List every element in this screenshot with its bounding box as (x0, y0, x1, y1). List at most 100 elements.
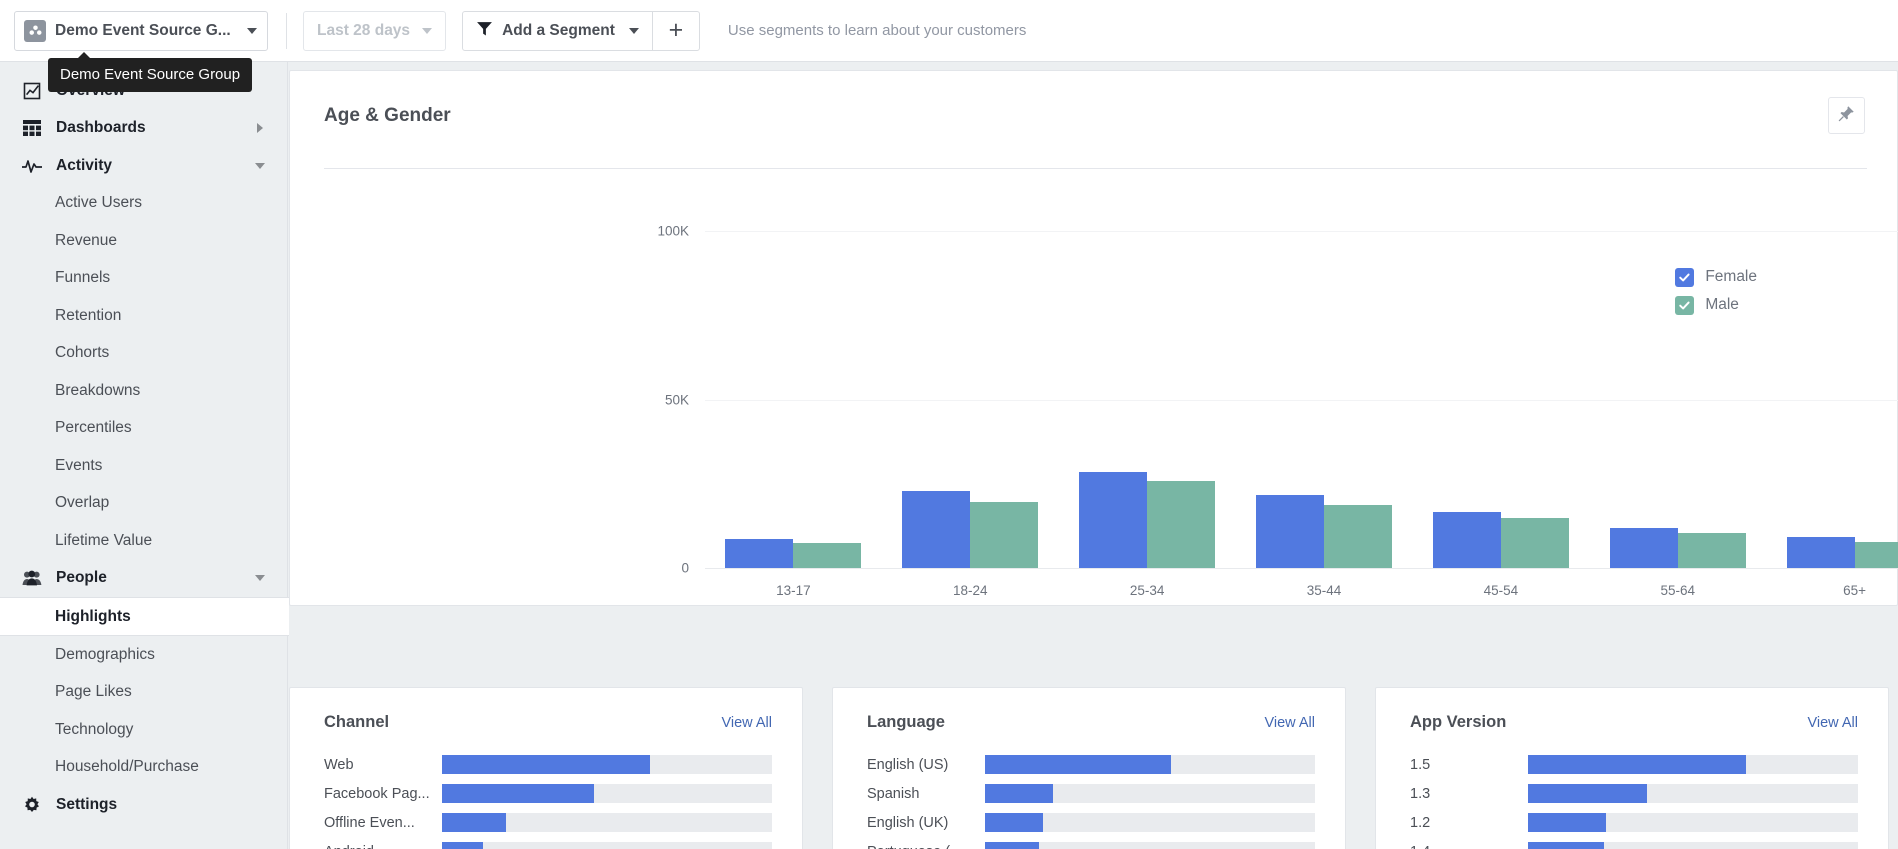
chart-legend: Female Male (1675, 263, 1757, 319)
sidebar-item-settings[interactable]: Settings (0, 786, 287, 824)
sidebar-item-percentiles[interactable]: Percentiles (0, 410, 287, 448)
row-bar-track (442, 813, 772, 832)
sidebar-item-demographics[interactable]: Demographics (0, 636, 287, 674)
row-bar-track (442, 784, 772, 803)
account-tooltip-text: Demo Event Source Group (60, 66, 241, 83)
sidebar-item-label: Activity (56, 156, 112, 174)
view-all-link[interactable]: View All (721, 715, 772, 731)
sidebar-item-cohorts[interactable]: Cohorts (0, 335, 287, 373)
sidebar-item-label: Breakdowns (55, 381, 141, 399)
chart-bar-male-25-34[interactable] (1147, 481, 1216, 568)
people-icon (19, 570, 45, 586)
row-bar-fill (442, 813, 507, 832)
panel-rows: 1.51.31.21.41.6 (1410, 750, 1858, 849)
sidebar-item-events[interactable]: Events (0, 447, 287, 485)
account-selector[interactable]: Demo Event Source G... (14, 10, 268, 51)
chart-bar-male-18-24[interactable] (970, 501, 1039, 568)
view-all-link[interactable]: View All (1264, 715, 1315, 731)
sidebar-item-active-users[interactable]: Active Users (0, 185, 287, 223)
gear-icon (19, 796, 45, 814)
sidebar-item-retention[interactable]: Retention (0, 297, 287, 335)
chevron-right-icon[interactable] (257, 123, 263, 134)
sidebar-item-label: Settings (56, 795, 118, 813)
row-bar-fill (442, 842, 484, 849)
sidebar-item-breakdowns[interactable]: Breakdowns (0, 372, 287, 410)
chart-bar-group: 45-54 (1412, 231, 1589, 598)
chart-bar-male-35-44[interactable] (1324, 504, 1392, 568)
row-bar-fill (1528, 813, 1606, 832)
legend-label: Male (1705, 296, 1739, 313)
date-range-picker[interactable]: Last 28 days (303, 10, 447, 51)
chevron-down-icon (628, 27, 639, 34)
account-name: Demo Event Source G... (55, 21, 231, 39)
list-item[interactable]: 1.5 (1410, 750, 1858, 779)
legend-checkbox-male[interactable] (1675, 295, 1695, 315)
sidebar-item-page-likes[interactable]: Page Likes (0, 674, 287, 712)
list-item[interactable]: 1.3 (1410, 779, 1858, 808)
row-label: Web (324, 756, 354, 773)
sidebar-item-label: Dashboards (56, 119, 146, 137)
chevron-down-icon[interactable] (255, 575, 265, 582)
sidebar-item-dashboards[interactable]: Dashboards (0, 110, 287, 148)
legend-item-female[interactable]: Female (1675, 263, 1757, 291)
legend-checkbox-female[interactable] (1675, 267, 1695, 287)
view-all-link[interactable]: View All (1807, 715, 1858, 731)
add-segment-plus-button[interactable]: + (651, 11, 699, 50)
chart-bar-female-18-24[interactable] (902, 490, 971, 568)
chart-bar-male-13-17[interactable] (793, 543, 862, 568)
chart-bar-female-35-44[interactable] (1256, 495, 1324, 568)
row-bar-track (442, 755, 772, 774)
chart-bar-male-55-64[interactable] (1677, 532, 1746, 568)
row-label: Portuguese (... (867, 844, 985, 849)
row-label: 1.3 (1410, 785, 1431, 802)
list-item[interactable]: 1.4 (1410, 837, 1858, 849)
sidebar-item-label: Active Users (55, 194, 142, 212)
date-range-label: Last 28 days (317, 21, 411, 39)
sidebar-item-activity[interactable]: Activity (0, 147, 287, 185)
list-item[interactable]: Offline Even... (324, 808, 772, 837)
chart-gridline (705, 231, 1898, 232)
list-item[interactable]: Portuguese (... (867, 837, 1315, 849)
chart-bar-female-25-34[interactable] (1079, 471, 1148, 568)
chart-bar-female-65+[interactable] (1786, 537, 1855, 568)
row-label: 1.2 (1410, 814, 1431, 831)
x-axis-tick-label: 65+ (1843, 583, 1867, 598)
sidebar-item-revenue[interactable]: Revenue (0, 222, 287, 260)
list-item[interactable]: English (US) (867, 750, 1315, 779)
chart-bar-female-13-17[interactable] (725, 538, 794, 568)
list-item[interactable]: Android (324, 837, 772, 849)
list-item[interactable]: English (UK) (867, 808, 1315, 837)
chart-bar-female-55-64[interactable] (1609, 527, 1678, 568)
sidebar-item-people[interactable]: People (0, 560, 287, 598)
chart-bar-group: 55-64 (1589, 231, 1766, 598)
chart-bar-male-45-54[interactable] (1500, 518, 1569, 568)
list-item[interactable]: 1.2 (1410, 808, 1858, 837)
channel-panel: Channel View All Web Facebook Pag... Offline… (289, 687, 803, 849)
list-item[interactable]: Spanish (867, 779, 1315, 808)
top-toolbar: Demo Event Source G... Last 28 days Add … (0, 0, 1898, 62)
chevron-down-icon[interactable] (255, 162, 265, 169)
segment-control: Add a Segment + (462, 10, 700, 51)
chart-bar-group: 35-44 (1236, 231, 1413, 598)
add-segment-button[interactable]: Add a Segment (463, 12, 652, 50)
chart-bar-female-45-54[interactable] (1432, 512, 1501, 568)
row-bar-fill (985, 842, 1040, 849)
chart-bar-group: 25-34 (1059, 231, 1236, 598)
chart-bar-male-65+[interactable] (1854, 541, 1898, 568)
legend-item-male[interactable]: Male (1675, 291, 1757, 319)
sidebar-item-household-purchase[interactable]: Household/Purchase (0, 749, 287, 787)
row-bar-track (1528, 813, 1858, 832)
y-axis-tick-label: 50K (664, 392, 689, 407)
pin-card-button[interactable] (1828, 97, 1865, 134)
list-item[interactable]: Facebook Pag... (324, 779, 772, 808)
sidebar-item-highlights[interactable]: Highlights (0, 597, 289, 636)
sidebar-item-technology[interactable]: Technology (0, 711, 287, 749)
y-axis-tick-label: 100K (657, 223, 689, 239)
sidebar-item-lifetime-value[interactable]: Lifetime Value (0, 522, 287, 560)
sidebar-item-funnels[interactable]: Funnels (0, 260, 287, 298)
list-item[interactable]: Web (324, 750, 772, 779)
sidebar-item-overlap[interactable]: Overlap (0, 485, 287, 523)
x-axis-tick-label: 55-64 (1660, 583, 1695, 598)
add-segment-label: Add a Segment (502, 21, 615, 39)
row-bar-fill (1528, 784, 1647, 803)
